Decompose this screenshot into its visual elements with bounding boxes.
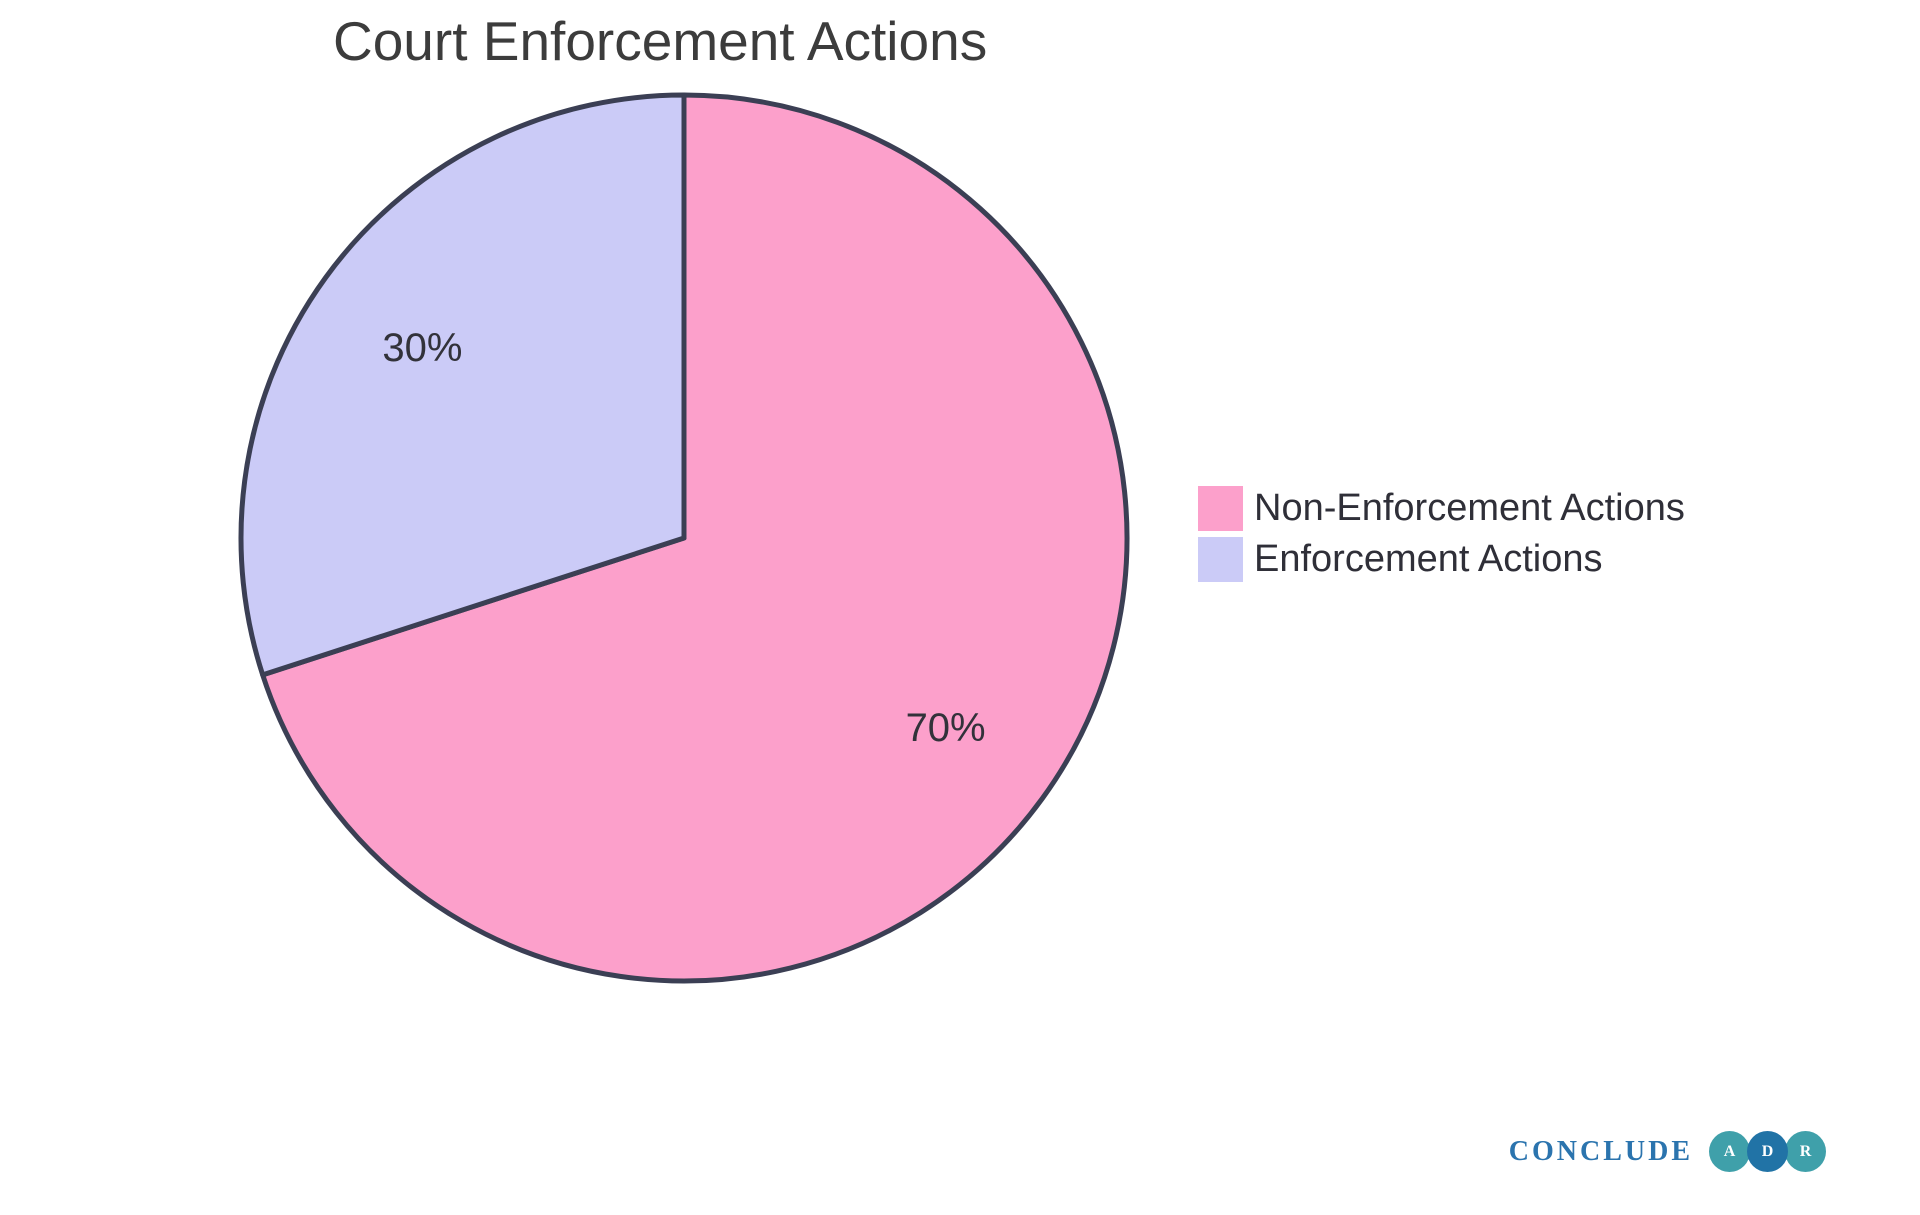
- legend: Non-Enforcement Actions Enforcement Acti…: [1198, 486, 1685, 588]
- legend-label-enforcement: Enforcement Actions: [1254, 538, 1603, 580]
- brand-wordmark: CONCLUDE: [1508, 1135, 1693, 1167]
- legend-item-non-enforcement[interactable]: Non-Enforcement Actions: [1198, 486, 1685, 531]
- pie-chart[interactable]: 70% 30%: [224, 78, 1144, 998]
- pie-percent-label: 30%: [382, 326, 462, 370]
- badge-d-icon: D: [1747, 1131, 1788, 1172]
- badge-a-icon: A: [1709, 1131, 1750, 1172]
- legend-swatch-non-enforcement: [1198, 486, 1243, 531]
- pie-percent-label: 70%: [906, 706, 986, 750]
- chart-title: Court Enforcement Actions: [333, 10, 988, 72]
- badge-r-icon: R: [1785, 1131, 1826, 1172]
- legend-item-enforcement[interactable]: Enforcement Actions: [1198, 537, 1685, 582]
- brand-badges: A D R: [1709, 1131, 1826, 1172]
- legend-label-non-enforcement: Non-Enforcement Actions: [1254, 487, 1685, 529]
- legend-swatch-enforcement: [1198, 537, 1243, 582]
- pie-slice-enforcement-actions[interactable]: [238, 92, 687, 678]
- pie-slice-non-enforcement-actions[interactable]: [260, 92, 1130, 984]
- brand-logo: CONCLUDE A D R: [1509, 1131, 1826, 1172]
